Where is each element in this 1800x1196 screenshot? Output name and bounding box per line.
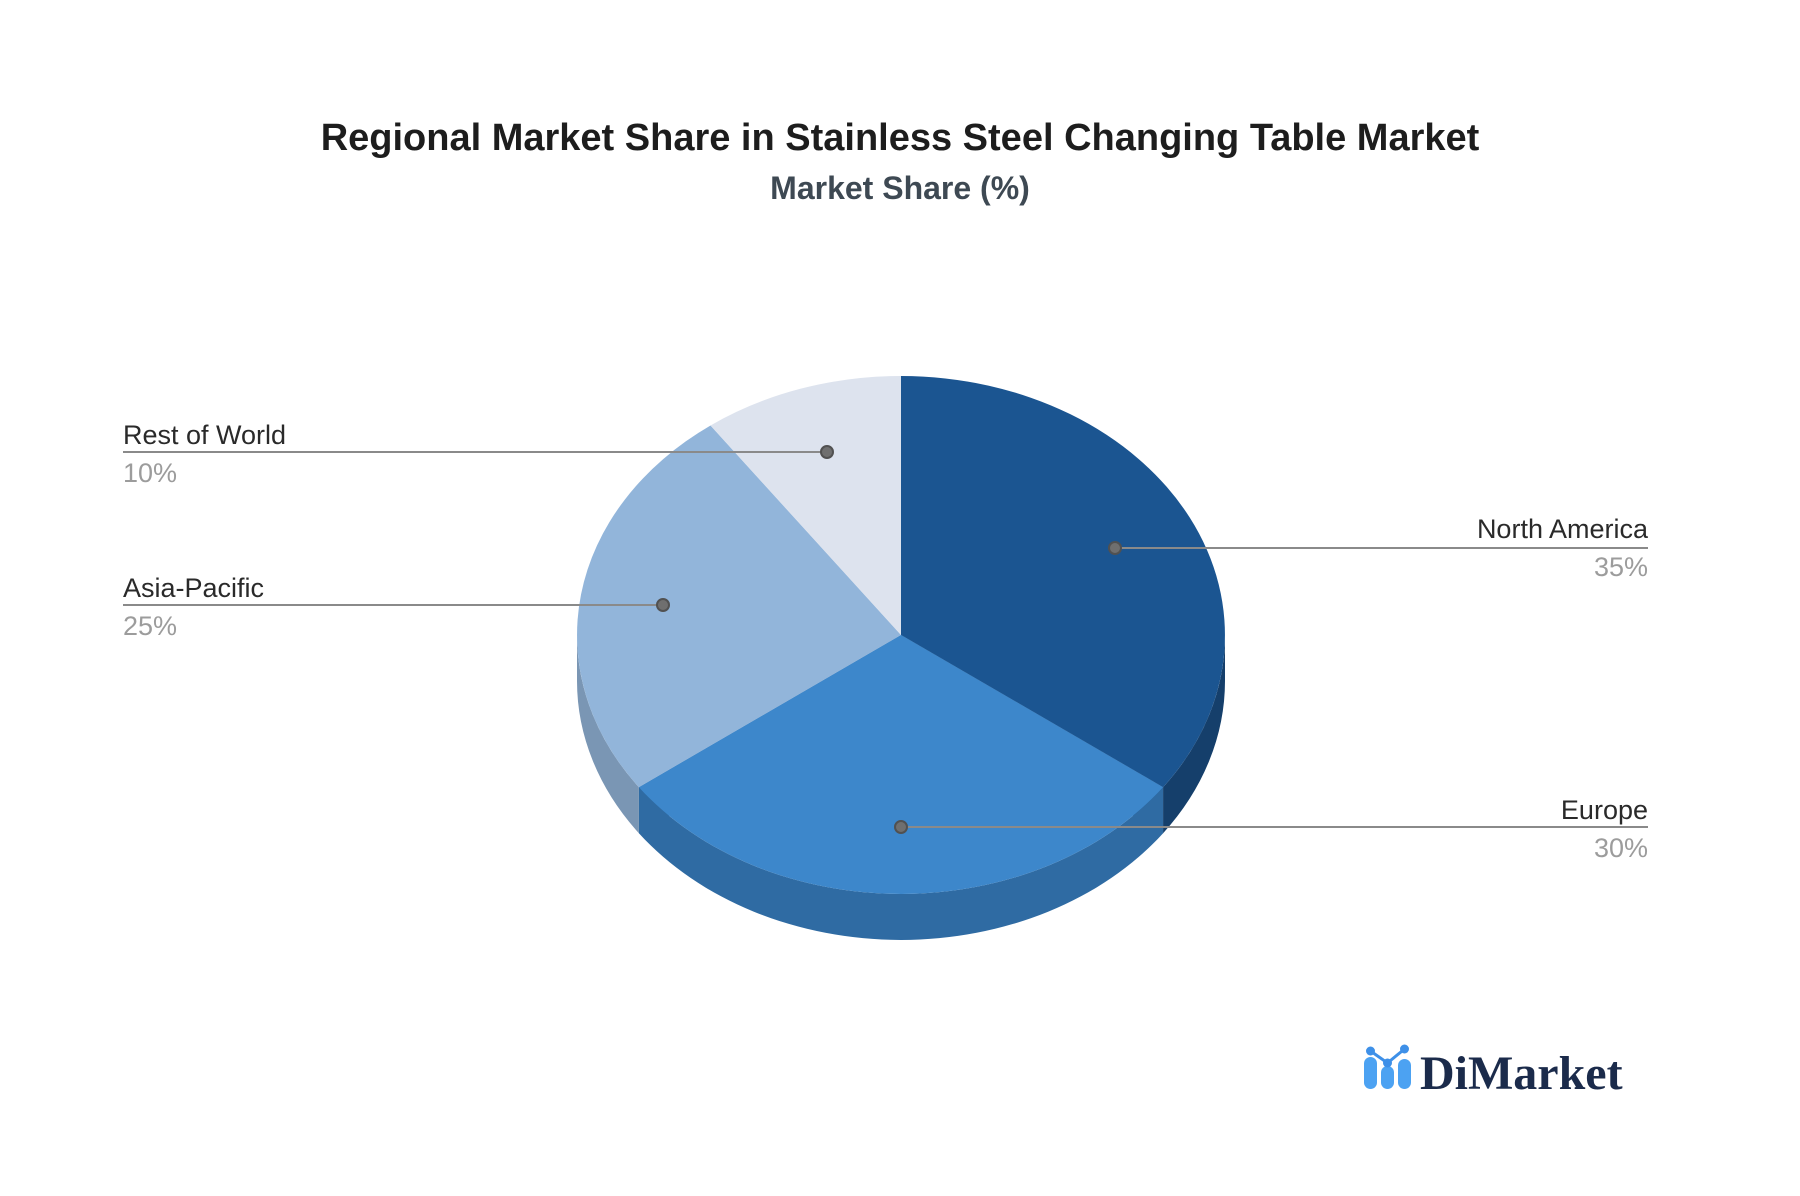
callout-dot-rest-of-world — [820, 445, 834, 459]
pie-side-asia-pacific — [577, 635, 639, 834]
logo-trend-dot-left — [1366, 1046, 1375, 1056]
logo-trend-dot-middle — [1383, 1058, 1392, 1068]
callout-pct-europe: 30% — [1594, 833, 1648, 863]
callout-label-europe: Europe — [1561, 795, 1648, 825]
callout-dot-asia-pacific — [656, 598, 670, 612]
pie-side-europe — [638, 787, 1164, 940]
chart-subtitle: Market Share (%) — [770, 170, 1030, 206]
callout-dot-europe — [894, 820, 908, 834]
callout-label-north-america: North America — [1477, 514, 1649, 544]
callout-label-rest-of-world: Rest of World — [123, 420, 286, 450]
logo-bar-right — [1398, 1059, 1411, 1089]
pie-slice-asia-pacific — [577, 425, 901, 788]
logo: DiMarket — [1364, 1044, 1623, 1100]
callout-label-asia-pacific: Asia-Pacific — [123, 573, 264, 603]
logo-bar-middle — [1381, 1066, 1394, 1089]
pie-slice-rest-of-world — [710, 376, 901, 635]
logo-trend-dot-right — [1400, 1044, 1409, 1054]
callout-pct-north-america: 35% — [1594, 552, 1648, 582]
logo-bar-left — [1364, 1057, 1377, 1089]
chart-title: Regional Market Share in Stainless Steel… — [321, 117, 1480, 159]
pie-slices — [577, 376, 1225, 894]
callout-dot-north-america — [1108, 541, 1122, 555]
logo-text: DiMarket — [1420, 1047, 1623, 1100]
callout-leader-lines — [123, 451, 1648, 828]
callout-pct-asia-pacific: 25% — [123, 611, 177, 641]
callout-dots — [656, 445, 1122, 834]
callout-labels: Rest of World 10% Asia-Pacific 25% North… — [123, 420, 1649, 863]
pie-side-north-america — [1163, 635, 1225, 834]
pie-slice-europe — [638, 635, 1164, 894]
pie-slice-north-america — [901, 376, 1225, 788]
logo-icon — [1364, 1044, 1411, 1089]
callout-pct-rest-of-world: 10% — [123, 458, 177, 488]
